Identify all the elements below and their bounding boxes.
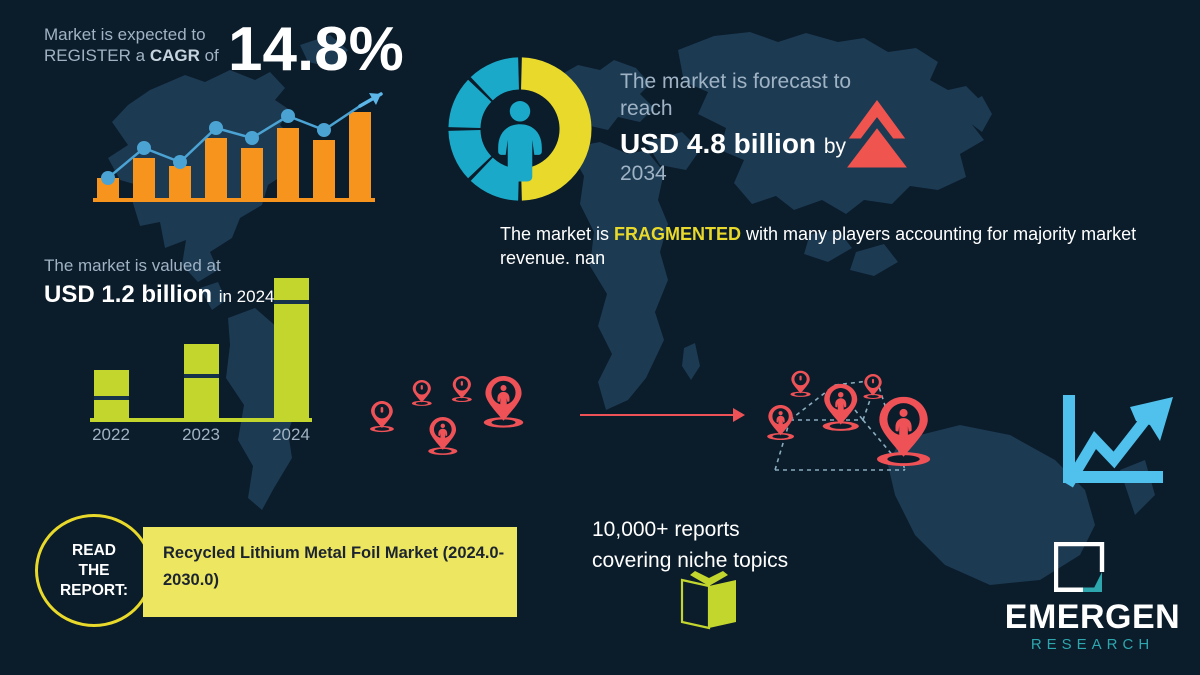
svg-text:2022: 2022 xyxy=(92,425,130,443)
svg-text:2023: 2023 xyxy=(182,425,220,443)
svg-text:2024: 2024 xyxy=(272,425,310,443)
